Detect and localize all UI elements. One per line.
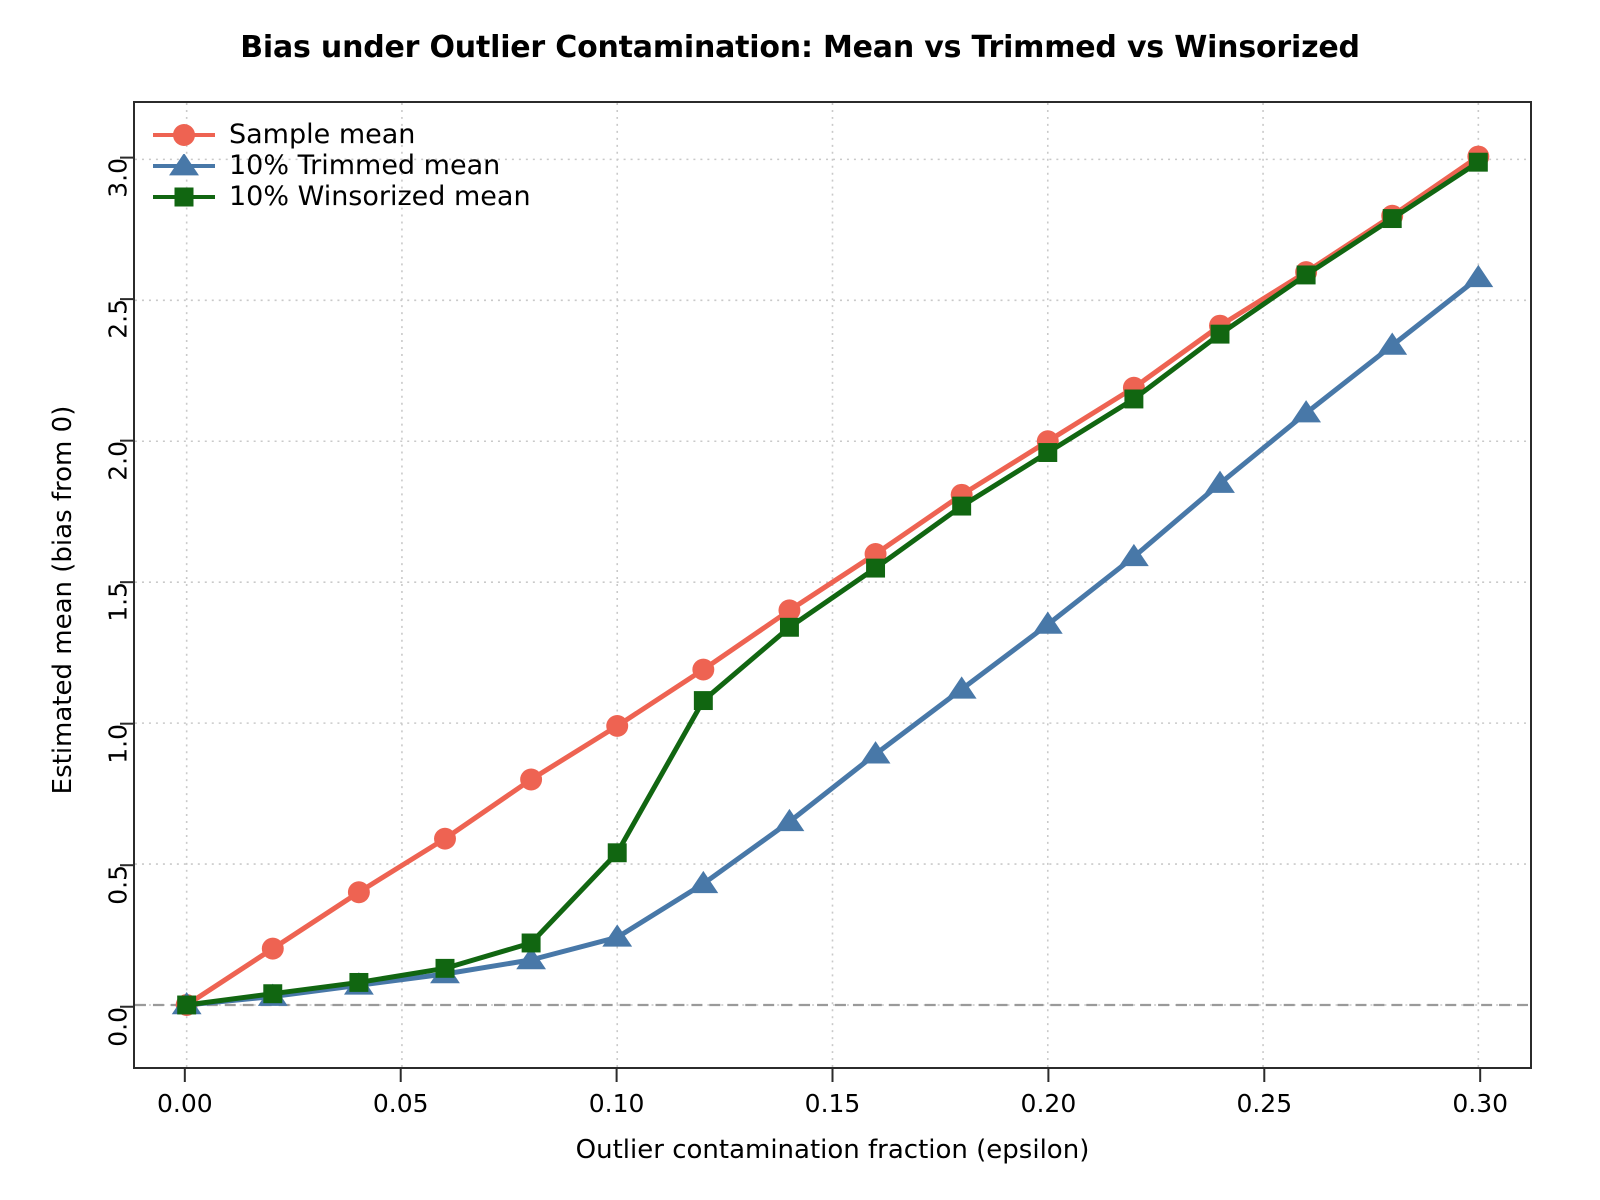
data-point-marker — [1210, 324, 1230, 344]
data-point-marker — [174, 187, 194, 206]
data-point-marker — [177, 995, 197, 1015]
x-axis-label: Outlier contamination fraction (epsilon) — [575, 1135, 1090, 1165]
plot-area — [133, 101, 1532, 1069]
data-point-marker — [347, 881, 370, 904]
data-point-marker — [860, 741, 891, 764]
data-point-marker — [261, 937, 284, 960]
series-10-winsorized-mean — [177, 152, 1488, 1015]
x-axis-tick-labels: 0.00 0.05 0.10 0.15 0.20 0.25 0.30 — [133, 1069, 1532, 1129]
data-point-marker — [1468, 152, 1488, 172]
data-point-marker — [1038, 443, 1058, 462]
data-point-marker — [435, 958, 455, 978]
y-tick-label-text: 2.0 — [103, 440, 133, 481]
legend-item-0[interactable]: Sample mean — [151, 119, 531, 150]
data-point-marker — [521, 933, 541, 953]
data-point-marker — [169, 153, 199, 175]
data-point-marker — [1032, 611, 1063, 634]
data-point-marker — [693, 691, 713, 711]
data-point-marker — [1382, 209, 1402, 229]
data-point-marker — [520, 768, 543, 791]
data-point-marker — [778, 599, 801, 622]
x-tick-label-text: 0.00 — [156, 1089, 213, 1118]
data-point-marker — [1296, 265, 1316, 285]
legend-swatch-circle-icon — [153, 123, 215, 146]
data-point-marker — [606, 714, 629, 737]
y-tick-label-text: 0.0 — [103, 1006, 133, 1047]
data-point-marker — [434, 827, 456, 850]
data-point-marker — [173, 123, 195, 146]
x-tick-label-text: 0.10 — [588, 1089, 645, 1118]
data-point-marker — [952, 496, 972, 516]
legend-label: 10% Winsorized mean — [229, 181, 531, 212]
data-point-marker — [1205, 470, 1235, 493]
data-point-marker — [1463, 264, 1494, 288]
x-tick-label-text: 0.30 — [1452, 1089, 1509, 1118]
data-point-marker — [779, 617, 799, 637]
data-point-marker — [688, 870, 719, 894]
data-point-marker — [1118, 543, 1149, 567]
legend-item-1[interactable]: 10% Trimmed mean — [151, 150, 531, 181]
data-point-marker — [1124, 389, 1144, 409]
data-point-marker — [866, 558, 886, 578]
data-point-marker — [607, 843, 627, 863]
legend-item-2[interactable]: 10% Winsorized mean — [151, 181, 531, 212]
series-line — [184, 154, 1481, 1008]
y-tick-label-text: 1.5 — [103, 582, 133, 622]
data-point-marker — [1377, 332, 1408, 355]
data-point-marker — [946, 676, 977, 699]
data-point-marker — [692, 658, 715, 681]
legend-label: Sample mean — [229, 119, 416, 150]
y-tick-label-text: 2.5 — [103, 299, 133, 339]
data-point-marker — [774, 808, 805, 832]
series-line — [184, 159, 1481, 1008]
chart-title: Bias under Outlier Contamination: Mean v… — [240, 30, 1360, 65]
x-tick-label-text: 0.15 — [804, 1089, 861, 1118]
x-tick-label-text: 0.20 — [1020, 1089, 1077, 1118]
data-point-marker — [602, 924, 633, 947]
x-tick-label-text: 0.25 — [1236, 1089, 1293, 1118]
series-10-trimmed-mean — [171, 264, 1494, 1015]
data-point-marker — [1291, 400, 1322, 423]
legend-swatch-triangle-icon — [153, 153, 215, 175]
data-point-marker — [516, 946, 547, 970]
x-tick-label-text: 0.05 — [372, 1089, 429, 1118]
chart-legend: Sample mean 10% Trimmed mean 10% Winsorize… — [145, 115, 537, 216]
y-tick-label-text: 0.5 — [103, 865, 133, 905]
data-point-marker — [263, 984, 283, 1004]
plot-canvas — [135, 103, 1530, 1067]
y-tick-label-text: 1.0 — [103, 723, 133, 764]
y-tick-label-text: 3.0 — [103, 157, 133, 198]
y-axis-label: Estimated mean (bias from 0) — [48, 405, 78, 795]
legend-swatch-square-icon — [153, 187, 215, 206]
legend-label: 10% Trimmed mean — [229, 150, 501, 181]
data-point-marker — [349, 972, 369, 992]
series-line — [184, 275, 1481, 1008]
